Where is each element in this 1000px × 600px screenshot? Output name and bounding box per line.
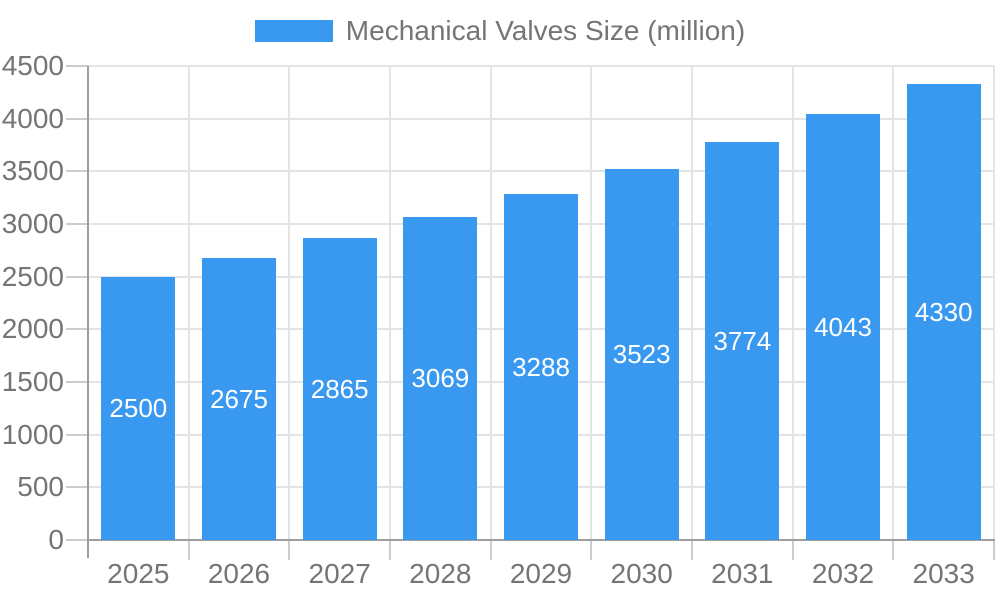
y-axis-label: 500 xyxy=(17,471,64,503)
x-axis-label: 2030 xyxy=(610,558,673,589)
x-axis-label: 2029 xyxy=(509,558,573,589)
y-axis-tick xyxy=(66,117,88,120)
v-gridline xyxy=(691,66,693,540)
bar xyxy=(906,83,981,540)
x-axis-label: 2033 xyxy=(912,558,975,589)
bar-value-label: 3288 xyxy=(512,351,570,382)
y-axis-tick xyxy=(66,170,88,173)
x-axis-label: 2025 xyxy=(107,558,170,589)
y-axis-tick xyxy=(66,223,88,225)
y-axis-label: 2000 xyxy=(1,313,64,345)
y-axis-label: 4000 xyxy=(1,102,64,134)
x-axis-label: 2026 xyxy=(207,558,271,589)
bar-value-label: 2675 xyxy=(210,384,268,415)
x-axis-tick xyxy=(288,540,291,560)
v-gridline xyxy=(791,66,794,540)
bar-value-label: 2500 xyxy=(109,393,168,424)
legend-swatch xyxy=(254,20,333,42)
v-gridline xyxy=(892,66,895,540)
v-gridline xyxy=(590,66,593,540)
y-axis-tick xyxy=(66,328,88,331)
y-axis-label: 3500 xyxy=(1,155,64,187)
bar-value-label: 3069 xyxy=(411,363,470,394)
legend: Mechanical Valves Size (million) xyxy=(0,16,1000,46)
x-axis-tick xyxy=(389,540,391,560)
bar xyxy=(705,142,780,540)
y-axis-label: 0 xyxy=(48,524,64,555)
y-axis-tick xyxy=(66,433,88,436)
y-axis-line xyxy=(87,66,89,558)
x-axis-tick xyxy=(590,540,593,560)
v-gridline xyxy=(389,66,391,540)
x-axis-line xyxy=(87,539,995,541)
y-axis-label: 2500 xyxy=(1,260,64,292)
x-axis-tick xyxy=(489,540,492,560)
h-gridline xyxy=(88,117,994,120)
bar-value-label: 3523 xyxy=(612,339,671,370)
bar xyxy=(202,258,276,540)
y-axis-tick xyxy=(66,381,88,383)
v-gridline xyxy=(288,66,291,540)
x-axis-tick xyxy=(691,540,693,560)
x-axis-tick xyxy=(791,540,794,560)
bar xyxy=(806,114,880,540)
x-axis-tick xyxy=(993,540,995,560)
bar xyxy=(403,216,478,540)
h-gridline xyxy=(88,170,994,173)
y-axis-label: 4500 xyxy=(1,50,64,81)
bar-value-label: 4330 xyxy=(914,296,973,327)
v-gridline xyxy=(489,66,492,540)
y-axis-label: 3000 xyxy=(1,208,64,239)
v-gridline xyxy=(993,66,995,540)
bar-value-label: 3774 xyxy=(713,326,772,357)
y-axis-tick xyxy=(66,275,88,278)
bar-value-label: 2865 xyxy=(310,374,369,405)
h-gridline xyxy=(88,65,994,67)
legend-label: Mechanical Valves Size (million) xyxy=(345,15,746,46)
bar-value-label: 4043 xyxy=(814,312,872,343)
x-axis-label: 2027 xyxy=(308,558,371,589)
bar xyxy=(504,193,578,540)
bar xyxy=(101,276,176,540)
y-axis-tick xyxy=(66,65,88,67)
x-axis-tick xyxy=(187,540,190,560)
x-axis-label: 2032 xyxy=(811,558,875,589)
y-axis-tick xyxy=(66,486,88,489)
bar xyxy=(604,168,679,540)
v-gridline xyxy=(187,66,190,540)
y-axis-label: 1000 xyxy=(1,418,64,450)
x-axis-label: 2031 xyxy=(711,558,774,589)
x-axis-label: 2028 xyxy=(409,558,472,589)
y-axis-tick xyxy=(66,539,88,541)
y-axis-label: 1500 xyxy=(1,366,64,397)
bar xyxy=(302,238,377,540)
x-axis-tick xyxy=(892,540,895,560)
